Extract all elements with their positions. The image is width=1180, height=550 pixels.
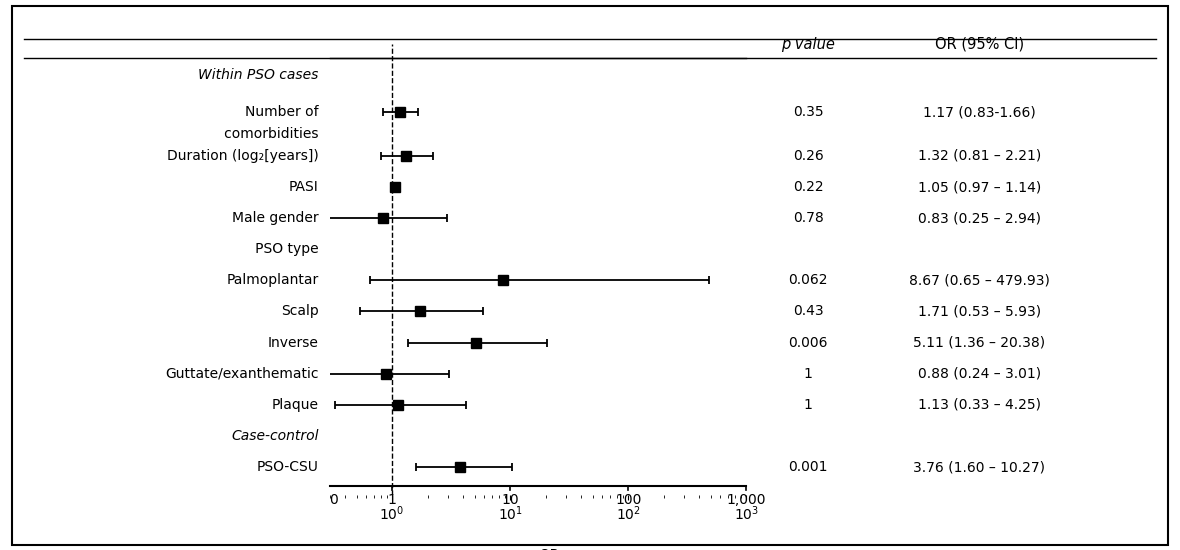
Text: OR (95% CI): OR (95% CI): [935, 36, 1024, 52]
Text: p value: p value: [781, 36, 835, 52]
Text: OR: OR: [538, 549, 559, 550]
Text: 8.67 (0.65 – 479.93): 8.67 (0.65 – 479.93): [909, 273, 1050, 288]
Text: 0.43: 0.43: [793, 305, 824, 318]
Text: Number of: Number of: [245, 106, 319, 119]
Text: 0.83 (0.25 – 2.94): 0.83 (0.25 – 2.94): [918, 211, 1041, 225]
Text: 3.76 (1.60 – 10.27): 3.76 (1.60 – 10.27): [913, 460, 1045, 474]
Text: 0.88 (0.24 – 3.01): 0.88 (0.24 – 3.01): [918, 367, 1041, 381]
Text: 100: 100: [615, 493, 642, 508]
Text: 1: 1: [804, 367, 813, 381]
Text: comorbidities: comorbidities: [211, 127, 319, 141]
Text: Duration (log₂[years]): Duration (log₂[years]): [166, 149, 319, 163]
Text: 0.062: 0.062: [788, 273, 828, 288]
Text: 0: 0: [329, 493, 339, 508]
Text: Case-control: Case-control: [231, 429, 319, 443]
Text: 1.71 (0.53 – 5.93): 1.71 (0.53 – 5.93): [918, 305, 1041, 318]
Text: PSO-CSU: PSO-CSU: [257, 460, 319, 474]
Text: 1: 1: [388, 493, 396, 508]
Text: Within PSO cases: Within PSO cases: [198, 68, 319, 82]
Text: 0.35: 0.35: [793, 106, 824, 119]
Text: 0.22: 0.22: [793, 180, 824, 194]
Text: Palmoplantar: Palmoplantar: [227, 273, 319, 288]
Text: PSO type: PSO type: [242, 243, 319, 256]
Text: 0.26: 0.26: [793, 149, 824, 163]
Text: Guttate/exanthematic: Guttate/exanthematic: [165, 367, 319, 381]
Text: Male gender: Male gender: [232, 211, 319, 225]
Text: 1.13 (0.33 – 4.25): 1.13 (0.33 – 4.25): [918, 398, 1041, 412]
Text: Plaque: Plaque: [271, 398, 319, 412]
Text: 1.05 (0.97 – 1.14): 1.05 (0.97 – 1.14): [918, 180, 1041, 194]
Text: 0.001: 0.001: [788, 460, 828, 474]
Text: 1: 1: [804, 398, 813, 412]
Text: 10: 10: [502, 493, 519, 508]
Text: 5.11 (1.36 – 20.38): 5.11 (1.36 – 20.38): [913, 336, 1045, 350]
Text: PASI: PASI: [289, 180, 319, 194]
Text: 1.32 (0.81 – 2.21): 1.32 (0.81 – 2.21): [918, 149, 1041, 163]
Text: 1.17 (0.83-1.66): 1.17 (0.83-1.66): [923, 106, 1036, 119]
Text: 1,000: 1,000: [727, 493, 766, 508]
Text: Inverse: Inverse: [268, 336, 319, 350]
Text: 0.006: 0.006: [788, 336, 828, 350]
Text: 0.78: 0.78: [793, 211, 824, 225]
Text: Scalp: Scalp: [281, 305, 319, 318]
